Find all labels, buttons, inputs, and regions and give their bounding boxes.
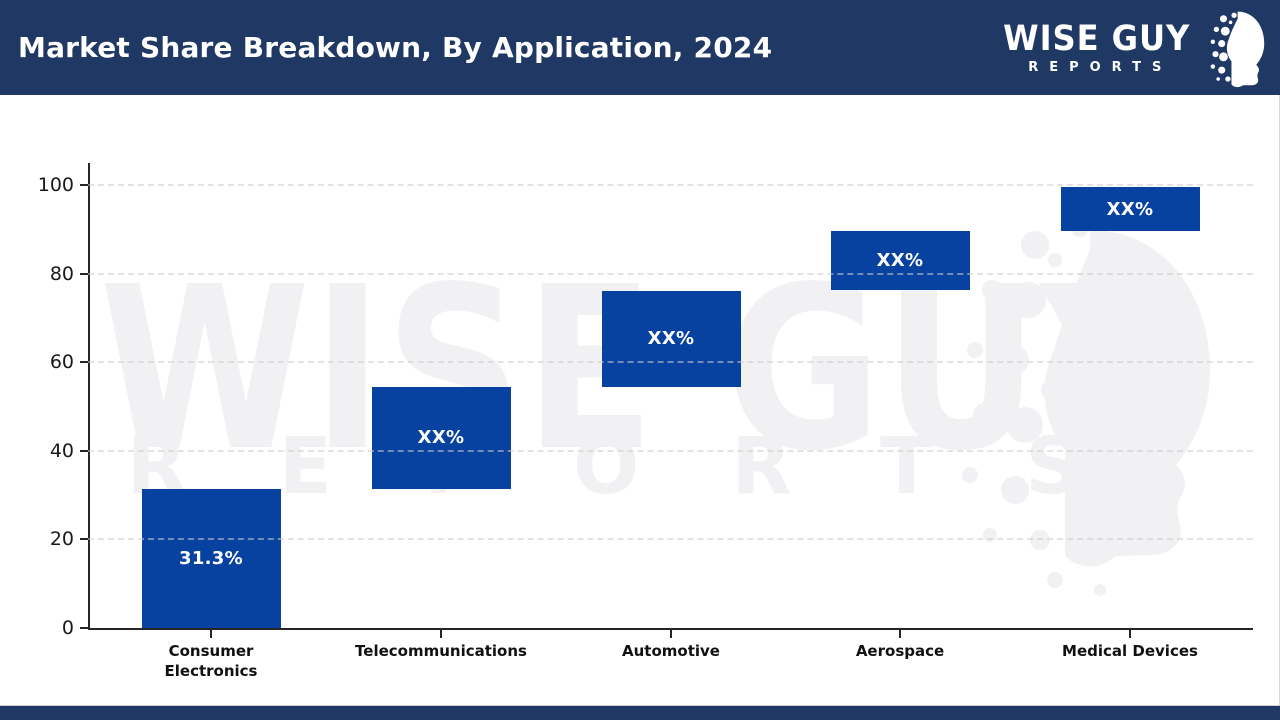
logo-subtext: REPORTS	[1028, 59, 1173, 75]
y-tick-100	[80, 184, 88, 186]
x-tick-3	[899, 630, 901, 638]
bar-aerospace: XX%	[830, 231, 970, 290]
x-tick-2	[670, 630, 672, 638]
y-tick-20	[80, 538, 88, 541]
y-tick-label-100: 100	[37, 174, 74, 196]
x-category-label: Aerospace	[855, 642, 945, 660]
x-category-label: Medical Devices	[1062, 642, 1198, 660]
y-tick-0	[80, 627, 88, 629]
y-tick-label-20: 20	[49, 528, 74, 551]
x-category-label: Consumer Electronics	[164, 642, 258, 681]
gridline-60	[88, 361, 1253, 364]
page-title: Market Share Breakdown, By Application, …	[18, 31, 773, 64]
bar-value-label: XX%	[417, 427, 465, 449]
x-tick-4	[1129, 630, 1131, 638]
y-tick-80	[80, 272, 88, 275]
logo: WISE GUY REPORTS	[995, 8, 1280, 88]
bar-value-label: XX%	[876, 249, 924, 271]
x-tick-0	[210, 630, 212, 638]
gridline-100	[88, 184, 1253, 186]
bar-automotive: XX%	[601, 291, 741, 387]
bar-value-label: 31.3%	[179, 548, 243, 570]
x-category-label: Automotive	[622, 642, 720, 660]
y-tick-60	[80, 361, 88, 364]
logo-wordmark: WISE GUY	[1002, 18, 1190, 59]
y-tick-label-60: 60	[49, 351, 74, 374]
y-tick-label-80: 80	[49, 262, 74, 285]
y-tick-40	[80, 449, 88, 452]
gridline-40	[88, 449, 1253, 452]
footer-bar	[0, 705, 1280, 720]
header-bar: Market Share Breakdown, By Application, …	[0, 0, 1280, 95]
bar-value-label: XX%	[647, 328, 695, 350]
y-tick-label-40: 40	[49, 439, 74, 462]
bar-telecommunications: XX%	[371, 386, 511, 490]
x-category-label: Telecommunications	[355, 642, 527, 660]
face-profile-icon	[1210, 11, 1265, 87]
bar-medical-devices: XX%	[1060, 187, 1200, 232]
x-tick-1	[440, 630, 442, 638]
bar-consumer-electronics: 31.3%	[141, 489, 281, 628]
logo-text: WISE GUY REPORTS	[995, 18, 1198, 75]
x-axis	[88, 628, 1253, 630]
gridline-80	[88, 272, 1253, 275]
y-tick-label-0: 0	[61, 617, 74, 639]
bar-value-label: XX%	[1106, 198, 1154, 220]
gridline-20	[88, 538, 1253, 541]
y-axis	[88, 163, 90, 630]
